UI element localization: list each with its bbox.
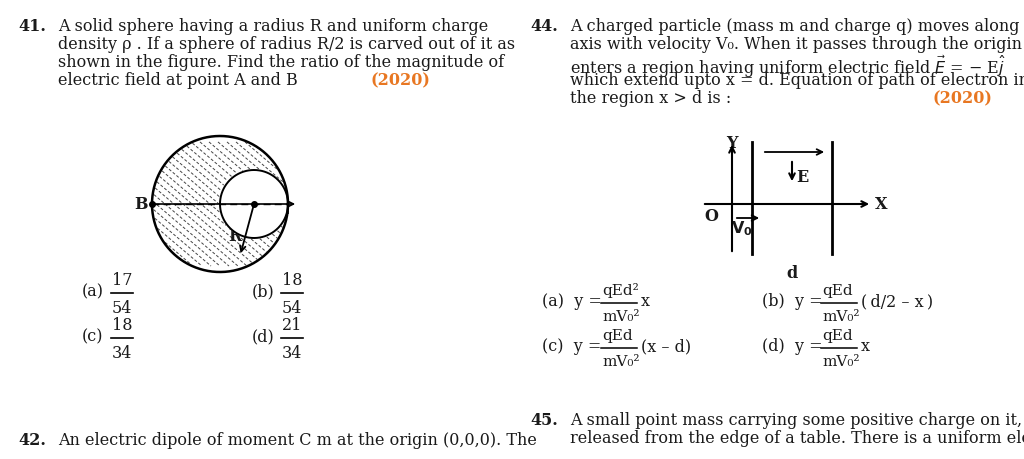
Text: (a): (a): [82, 283, 104, 300]
Text: O: O: [705, 207, 718, 224]
Text: 45.: 45.: [530, 411, 558, 428]
Text: d: d: [786, 264, 798, 281]
Text: qEd²: qEd²: [602, 282, 639, 297]
Text: (c)  y =: (c) y =: [542, 338, 601, 355]
Text: A: A: [255, 195, 267, 212]
Text: shown in the figure. Find the ratio of the magnitude of: shown in the figure. Find the ratio of t…: [58, 54, 504, 71]
Text: qEd: qEd: [822, 283, 853, 297]
Text: A charged particle (mass m and charge q) moves along X: A charged particle (mass m and charge q)…: [570, 18, 1024, 35]
Text: An electric dipole of moment C m at the origin (0,0,0). The: An electric dipole of moment C m at the …: [58, 431, 537, 448]
Text: A solid sphere having a radius R and uniform charge: A solid sphere having a radius R and uni…: [58, 18, 488, 35]
Text: mV₀²: mV₀²: [822, 309, 859, 323]
Text: (c): (c): [82, 328, 103, 345]
Text: E: E: [796, 168, 808, 185]
Text: 54: 54: [282, 299, 302, 316]
Text: (x – d): (x – d): [641, 338, 691, 355]
Text: 54: 54: [112, 299, 132, 316]
Text: which extend upto x = d. Equation of path of electron in: which extend upto x = d. Equation of pat…: [570, 72, 1024, 89]
Text: 42.: 42.: [18, 431, 46, 448]
Text: density ρ . If a sphere of radius R/2 is carved out of it as: density ρ . If a sphere of radius R/2 is…: [58, 36, 515, 53]
Text: released from the edge of a table. There is a uniform electric: released from the edge of a table. There…: [570, 429, 1024, 446]
Text: ( d/2 – x ): ( d/2 – x ): [861, 293, 933, 310]
Polygon shape: [220, 171, 288, 239]
Text: 17: 17: [112, 271, 132, 288]
Text: (2020): (2020): [370, 72, 430, 89]
Text: (d): (d): [252, 328, 274, 345]
Text: R/2: R/2: [260, 201, 291, 218]
Text: (d)  y =: (d) y =: [762, 338, 822, 355]
Text: $\mathbf{V_0}$: $\mathbf{V_0}$: [731, 218, 753, 237]
Text: X: X: [874, 196, 888, 213]
Text: qEd: qEd: [602, 328, 633, 342]
Text: (b)  y =: (b) y =: [762, 293, 822, 310]
Text: x: x: [641, 293, 650, 310]
Text: (a)  y =: (a) y =: [542, 293, 602, 310]
Text: mV₀²: mV₀²: [822, 354, 859, 368]
Polygon shape: [152, 137, 288, 272]
Text: the region x > d is :: the region x > d is :: [570, 90, 731, 107]
Text: mV₀²: mV₀²: [602, 354, 640, 368]
Text: 21: 21: [282, 316, 302, 333]
Text: 18: 18: [112, 316, 132, 333]
Text: (b): (b): [252, 283, 274, 300]
Text: B: B: [134, 196, 147, 213]
Text: 34: 34: [282, 344, 302, 361]
Text: qEd: qEd: [822, 328, 853, 342]
Text: A small point mass carrying some positive charge on it, is: A small point mass carrying some positiv…: [570, 411, 1024, 428]
Text: R: R: [228, 228, 242, 245]
Text: 34: 34: [112, 344, 132, 361]
Text: x: x: [861, 338, 869, 355]
Text: Y: Y: [726, 134, 737, 151]
Text: mV₀²: mV₀²: [602, 309, 640, 323]
Text: 44.: 44.: [530, 18, 558, 35]
Text: axis with velocity V₀. When it passes through the origin it: axis with velocity V₀. When it passes th…: [570, 36, 1024, 53]
Text: 41.: 41.: [18, 18, 46, 35]
Text: (2020): (2020): [932, 90, 992, 107]
Text: 18: 18: [282, 271, 302, 288]
Text: enters a region having uniform electric field $\vec{E}$ = $-$ E$\hat{j}$: enters a region having uniform electric …: [570, 54, 1006, 80]
Text: electric field at point A and B: electric field at point A and B: [58, 72, 298, 89]
